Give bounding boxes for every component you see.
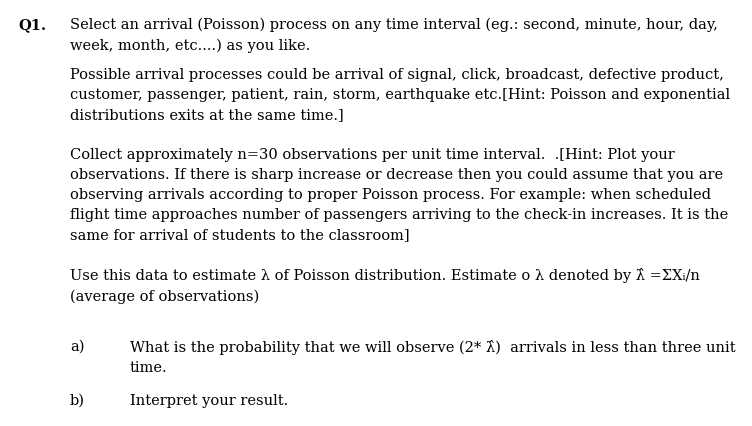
Text: Q1.: Q1.	[18, 18, 46, 32]
Text: Use this data to estimate λ of Poisson distribution. Estimate o λ denoted by λ̂ : Use this data to estimate λ of Poisson d…	[70, 268, 700, 304]
Text: Possible arrival processes could be arrival of signal, click, broadcast, defecti: Possible arrival processes could be arri…	[70, 68, 730, 122]
Text: Select an arrival (Poisson) process on any time interval (eg.: second, minute, h: Select an arrival (Poisson) process on a…	[70, 18, 718, 53]
Text: What is the probability that we will observe (2* λ̂)  arrivals in less than thre: What is the probability that we will obs…	[130, 340, 735, 375]
Text: Collect approximately n=30 observations per unit time interval.  .[Hint: Plot yo: Collect approximately n=30 observations …	[70, 148, 728, 242]
Text: a): a)	[70, 340, 84, 354]
Text: b): b)	[70, 394, 85, 408]
Text: Interpret your result.: Interpret your result.	[130, 394, 288, 408]
